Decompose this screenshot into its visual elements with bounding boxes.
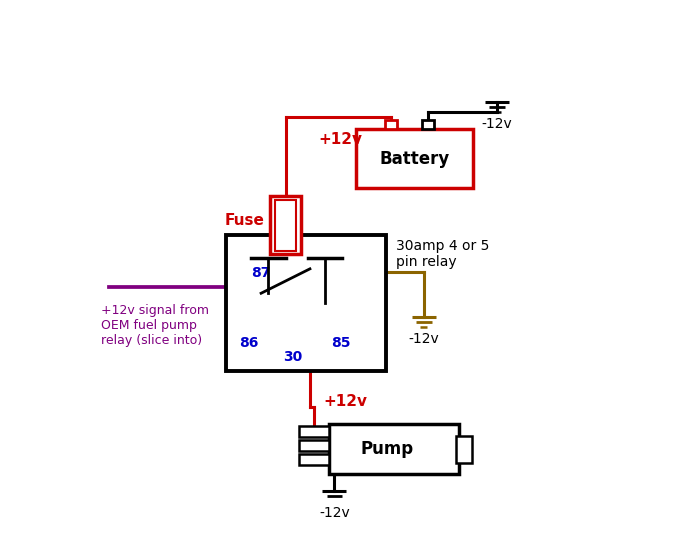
Text: -12v: -12v [319,506,350,520]
Bar [356,130,473,188]
Text: +12v: +12v [323,394,368,409]
Bar [299,454,329,465]
Bar [270,196,301,254]
Bar [226,235,386,371]
Text: +12v: +12v [318,131,362,146]
Text: Fuse: Fuse [225,214,265,229]
Bar [329,424,459,474]
Bar [299,427,329,437]
Bar [274,200,296,251]
Text: 87: 87 [251,266,271,280]
Bar [456,435,472,463]
Bar [299,440,329,451]
Text: 85: 85 [331,337,351,350]
Text: 30amp 4 or 5
pin relay: 30amp 4 or 5 pin relay [395,239,489,269]
Text: 30: 30 [284,350,302,364]
Text: -12v: -12v [409,332,439,346]
Bar [422,120,434,130]
Text: +12v signal from
OEM fuel pump
relay (slice into): +12v signal from OEM fuel pump relay (sl… [101,304,209,347]
Text: -12v: -12v [482,117,512,131]
Text: 86: 86 [239,337,258,350]
Text: Battery: Battery [379,150,449,168]
Text: Pump: Pump [361,440,414,458]
Bar [385,120,397,130]
